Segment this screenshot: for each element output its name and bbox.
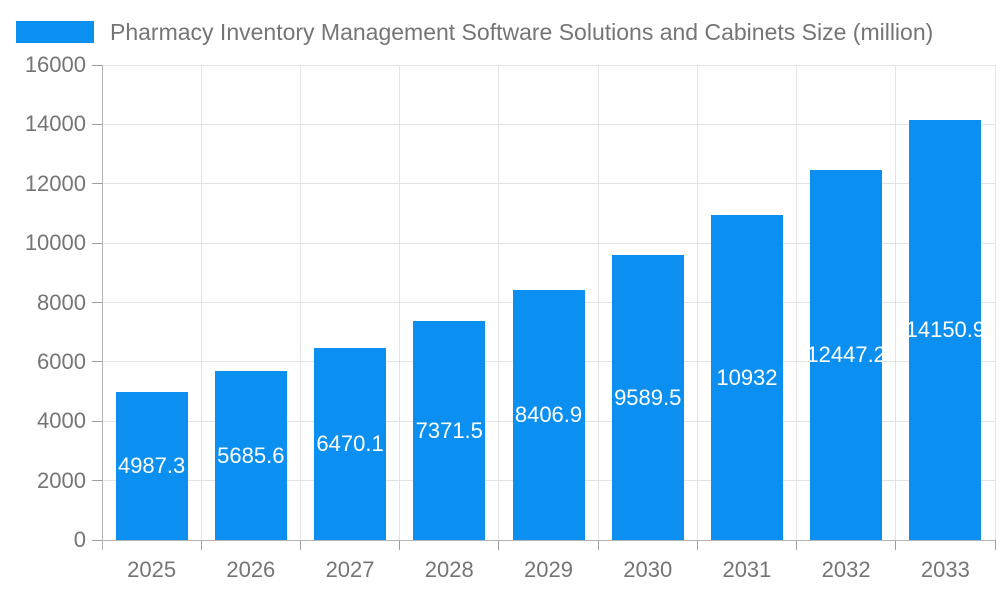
bar-value-label: 4987.3 [117, 452, 186, 478]
gridline-horizontal [102, 123, 995, 125]
x-tick-label: 2029 [524, 557, 573, 582]
gridline-vertical [200, 65, 202, 540]
legend-swatch [16, 21, 94, 43]
x-tick-label: 2025 [127, 557, 177, 582]
gridline-horizontal [102, 183, 995, 185]
y-axis-tick [92, 242, 102, 244]
y-axis-tick [92, 302, 102, 303]
x-tick-label: 2033 [920, 557, 970, 582]
bar-value-label: 14150.9 [909, 316, 982, 342]
gridline-vertical [299, 65, 301, 540]
y-axis-tick [92, 183, 102, 185]
x-axis-tick [200, 540, 202, 550]
bar-value-label: 6470.1 [316, 430, 384, 456]
x-tick-label: 2027 [325, 557, 375, 582]
x-axis-tick [299, 540, 301, 550]
bar-value-label: 9589.5 [614, 384, 682, 410]
y-tick-label: 4000 [37, 408, 86, 434]
x-axis-tick [498, 540, 500, 550]
gridline-vertical [994, 65, 996, 540]
y-axis-tick [92, 539, 102, 541]
x-axis-tick [796, 540, 798, 550]
y-axis-line [101, 65, 103, 550]
bar-value-label: 12447.2 [810, 342, 883, 368]
x-axis-tick [895, 540, 897, 550]
y-tick-label: 14000 [24, 111, 86, 137]
gridline-vertical [895, 65, 897, 540]
bar: 14150.9 [909, 119, 982, 540]
gridline-horizontal [102, 242, 995, 244]
x-tick-label: 2032 [821, 557, 871, 582]
gridline-vertical [498, 65, 500, 540]
bar: 9589.5 [611, 255, 684, 540]
bar: 4987.3 [115, 391, 188, 540]
x-axis-tick [696, 540, 698, 550]
y-axis-tick [92, 64, 102, 66]
y-axis-tick [92, 420, 102, 422]
legend-label: Pharmacy Inventory Management Software S… [110, 19, 934, 45]
x-axis-tick [597, 540, 599, 550]
x-tick-label: 2026 [226, 557, 276, 582]
y-tick-label: 10000 [24, 230, 86, 256]
bar-value-label: 10932 [716, 364, 778, 390]
gridline-horizontal [102, 64, 995, 66]
bar: 6470.1 [314, 347, 387, 540]
x-tick-label: 2028 [424, 557, 474, 582]
y-tick-label: 0 [73, 527, 86, 552]
x-tick-label: 2030 [623, 557, 673, 582]
bar: 7371.5 [413, 321, 486, 540]
y-tick-label: 12000 [24, 170, 86, 196]
bar: 5685.6 [214, 371, 287, 540]
gridline-vertical [796, 65, 798, 540]
y-tick-label: 16000 [24, 52, 86, 77]
x-axis-tick [994, 540, 996, 550]
bar-value-label: 7371.5 [415, 417, 483, 443]
y-tick-label: 8000 [37, 289, 86, 315]
y-tick-label: 6000 [37, 348, 86, 374]
bar: 10932 [710, 215, 783, 540]
y-axis-tick [92, 480, 102, 482]
x-axis-tick [399, 540, 401, 550]
y-axis-tick [92, 123, 102, 125]
x-tick-label: 2031 [722, 557, 772, 582]
bar: 12447.2 [810, 170, 883, 540]
bar-value-label: 8406.9 [514, 402, 583, 428]
gridline-vertical [696, 65, 698, 540]
gridline-vertical [597, 65, 599, 540]
y-tick-label: 2000 [37, 467, 86, 493]
gridline-vertical [399, 65, 401, 540]
bar: 8406.9 [512, 290, 585, 540]
y-axis-tick [92, 361, 102, 363]
x-axis-line [102, 539, 995, 541]
bar-value-label: 5685.6 [217, 442, 285, 468]
